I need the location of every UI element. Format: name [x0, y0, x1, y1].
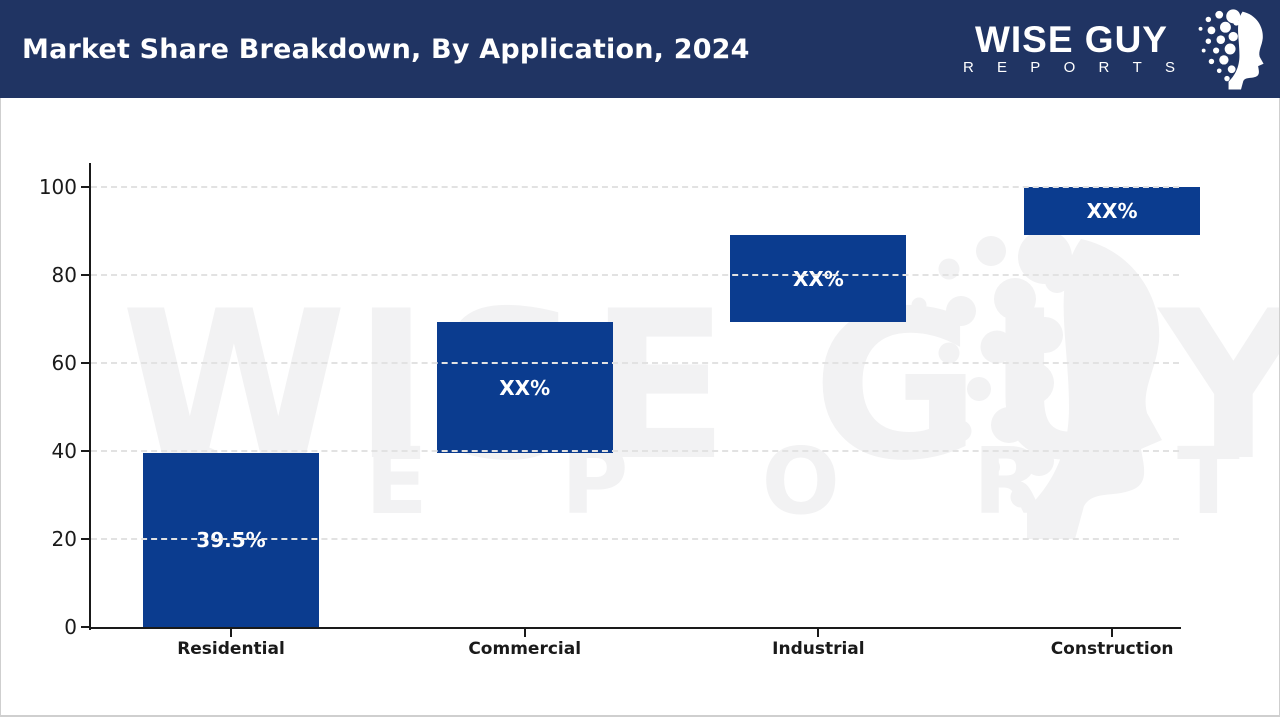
x-tick-mark: [1111, 629, 1114, 637]
y-tick-mark: [81, 274, 89, 276]
gridline: [91, 186, 1179, 188]
x-axis-line: [89, 627, 1181, 629]
bar-commercial: XX%: [436, 322, 613, 454]
x-tick-mark: [230, 629, 232, 637]
bar-value-label: XX%: [1086, 198, 1138, 223]
bar-value-label: 39.5%: [196, 528, 266, 553]
header-bar: Market Share Breakdown, By Application, …: [0, 0, 1280, 98]
gridline: [91, 274, 1179, 276]
chart-canvas: WISE GUY R E P O R T S: [0, 98, 1280, 717]
category-label-commercial: Commercial: [468, 639, 582, 659]
y-tick-label: 40: [51, 439, 77, 463]
category-label-residential: Residential: [177, 639, 285, 659]
y-tick-mark: [81, 626, 89, 628]
y-tick-mark: [81, 362, 89, 364]
bar-value-label: XX%: [792, 266, 844, 291]
gridline: [91, 538, 1179, 540]
y-axis-line: [89, 163, 91, 630]
dotted-head-icon: [1198, 9, 1264, 90]
brand-logo-line2: R E P O R T S: [962, 59, 1186, 76]
category-label-industrial: Industrial: [772, 639, 865, 659]
x-tick-mark: [523, 629, 526, 637]
page-title: Market Share Breakdown, By Application, …: [22, 33, 750, 65]
watermark-head-icon: [911, 230, 1162, 539]
y-tick-label: 0: [64, 615, 77, 639]
gridline: [91, 450, 1179, 452]
category-label-construction: Construction: [1050, 639, 1174, 659]
brand-logo-text: WISE GUY R E P O R T S: [957, 21, 1186, 77]
brand-logo-line1: WISE GUY: [974, 19, 1168, 60]
bar-residential: 39.5%: [143, 453, 319, 627]
y-tick-label: 100: [38, 175, 77, 199]
watermark-line2: R E P O R T S: [161, 428, 1279, 535]
gridline: [91, 362, 1179, 364]
bar-value-label: XX%: [499, 375, 551, 400]
brand-logo: WISE GUY R E P O R T S: [957, 7, 1280, 91]
y-tick-label: 20: [51, 527, 77, 551]
y-tick-mark: [81, 538, 89, 540]
bar-construction: XX%: [1024, 187, 1201, 235]
y-tick-label: 80: [51, 263, 77, 287]
y-tick-mark: [81, 186, 89, 188]
x-tick-mark: [817, 629, 820, 637]
y-tick-label: 60: [51, 351, 77, 375]
y-tick-mark: [81, 450, 89, 452]
bar-industrial: XX%: [730, 234, 907, 323]
